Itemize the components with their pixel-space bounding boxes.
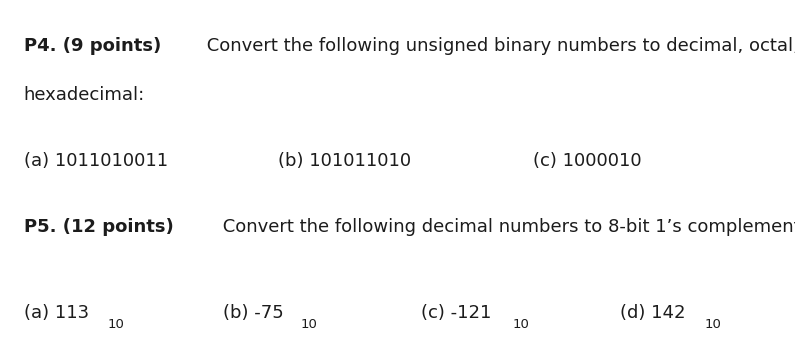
Text: P5. (12 points): P5. (12 points) [24, 218, 173, 236]
Text: 10: 10 [301, 318, 318, 331]
Text: 10: 10 [108, 318, 125, 331]
Text: (a) 1011010011: (a) 1011010011 [24, 152, 168, 170]
Text: (c) 1000010: (c) 1000010 [533, 152, 642, 170]
Text: P4. (9 points): P4. (9 points) [24, 37, 161, 55]
Text: (d) 142: (d) 142 [620, 304, 685, 322]
Text: (b) 101011010: (b) 101011010 [278, 152, 411, 170]
Text: Convert the following unsigned binary numbers to decimal, octal, and: Convert the following unsigned binary nu… [201, 37, 795, 55]
Text: (b) -75: (b) -75 [223, 304, 283, 322]
Text: (c) -121: (c) -121 [421, 304, 492, 322]
Text: hexadecimal:: hexadecimal: [24, 86, 145, 104]
Text: Convert the following decimal numbers to 8-bit 1’s complement binary:: Convert the following decimal numbers to… [217, 218, 795, 236]
Text: 10: 10 [704, 318, 722, 331]
Text: 10: 10 [512, 318, 529, 331]
Text: (a) 113: (a) 113 [24, 304, 89, 322]
